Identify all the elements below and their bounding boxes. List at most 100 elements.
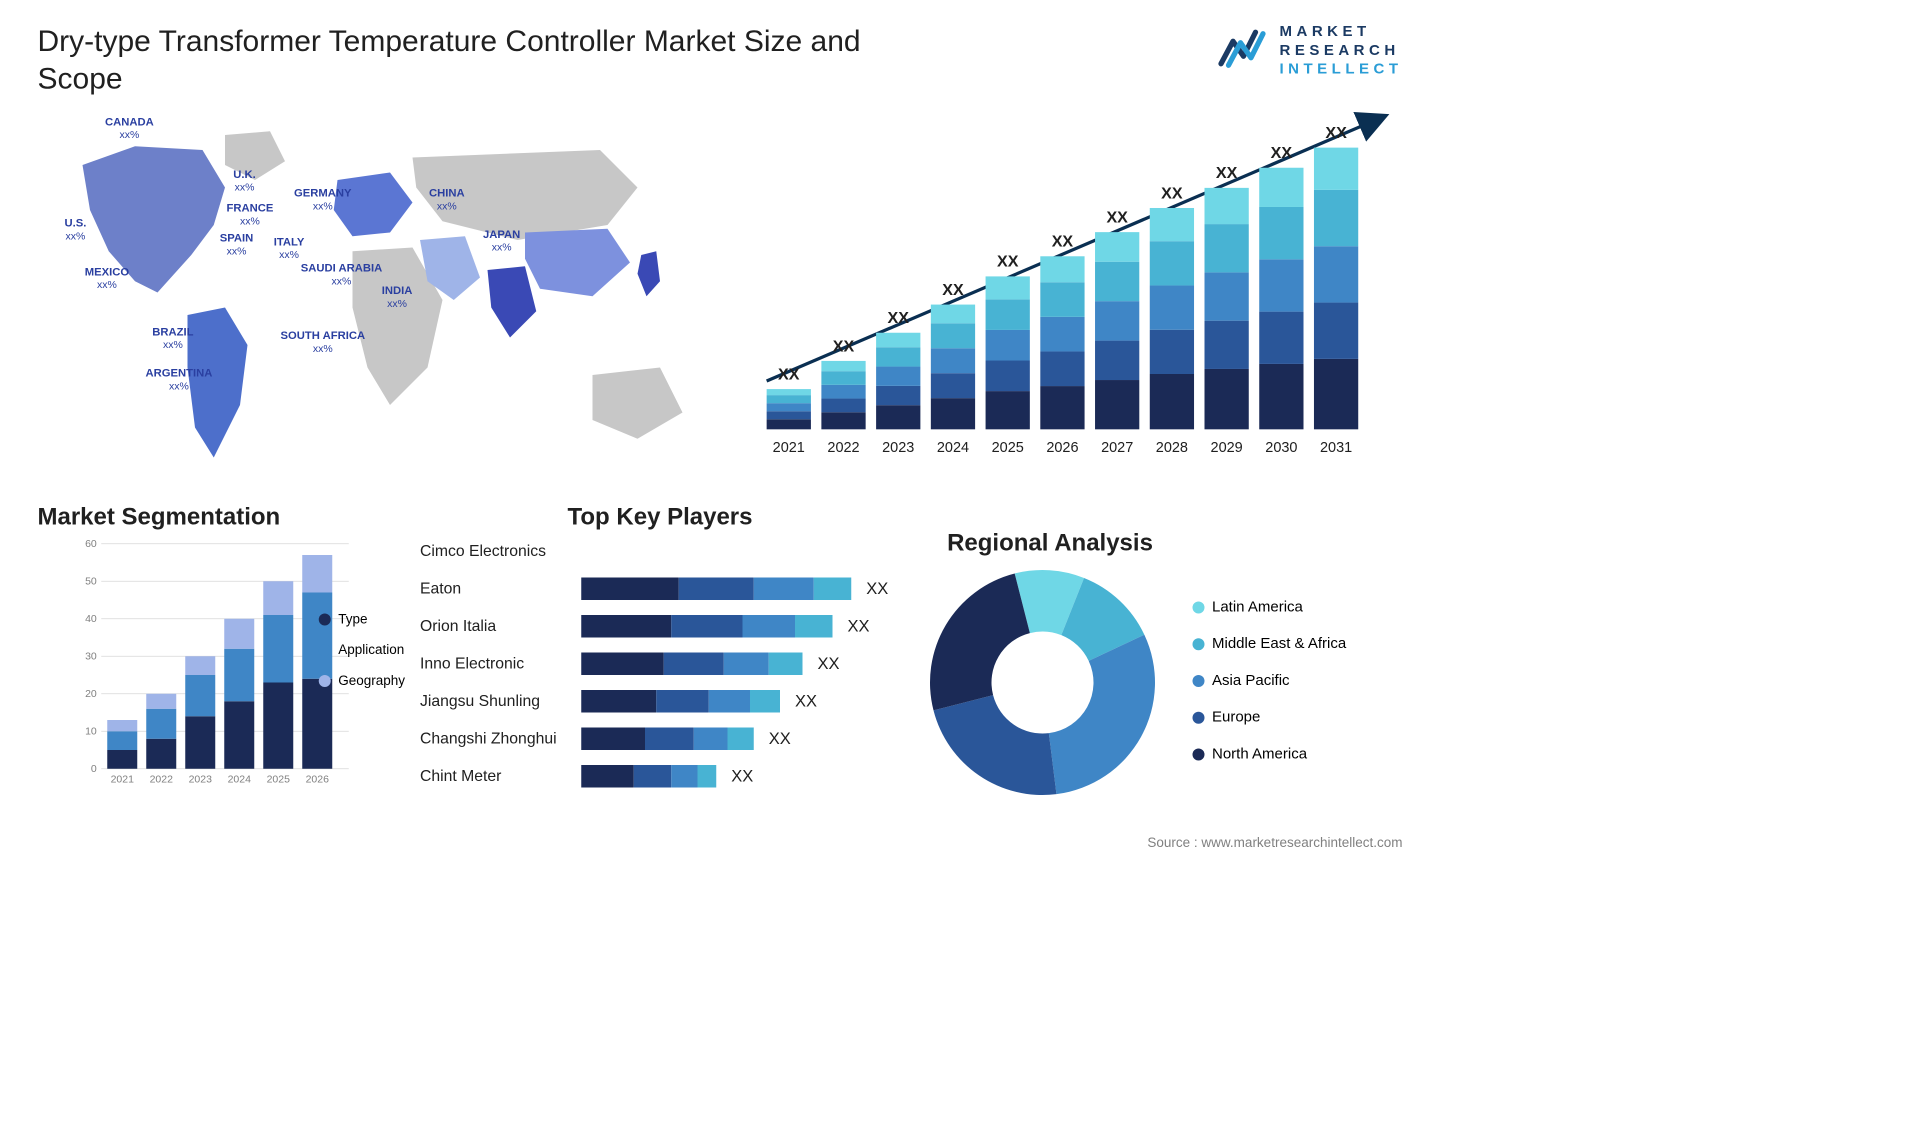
player-row: Inno Electronic XX [420, 649, 900, 679]
map-label: CANADAxx% [105, 116, 154, 140]
player-name: Eaton [420, 580, 574, 598]
source-caption: Source : www.marketresearchintellect.com [1147, 835, 1402, 851]
svg-text:XX: XX [997, 253, 1019, 271]
svg-text:30: 30 [85, 650, 97, 662]
map-label: SAUDI ARABIAxx% [301, 263, 382, 287]
svg-text:20: 20 [85, 688, 97, 700]
svg-text:2031: 2031 [1320, 440, 1352, 456]
map-label: U.K.xx% [233, 169, 256, 193]
svg-text:2023: 2023 [189, 773, 213, 785]
logo-text-3: INTELLECT [1280, 60, 1403, 79]
svg-text:2028: 2028 [1156, 440, 1188, 456]
segmentation-title: Market Segmentation [38, 503, 398, 531]
player-row: Eaton XX [420, 574, 900, 604]
player-bar [581, 578, 851, 601]
legend-item: Europe [1193, 709, 1347, 726]
svg-text:2025: 2025 [992, 440, 1024, 456]
legend-item: Asia Pacific [1193, 672, 1347, 689]
svg-text:60: 60 [85, 538, 97, 550]
page-title: Dry-type Transformer Temperature Control… [38, 23, 863, 98]
svg-text:2025: 2025 [267, 773, 291, 785]
segmentation-panel: Market Segmentation 0 10 20 30 40 50 60 2021 202… [38, 503, 398, 833]
key-players-title: Top Key Players [420, 503, 900, 531]
svg-text:XX: XX [1161, 184, 1183, 202]
map-label: MEXICOxx% [85, 266, 129, 290]
player-name: Chint Meter [420, 767, 574, 785]
svg-text:2026: 2026 [306, 773, 330, 785]
svg-text:40: 40 [85, 613, 97, 625]
svg-text:XX: XX [1216, 164, 1238, 182]
player-name: Jiangsu Shunling [420, 692, 574, 710]
svg-text:XX: XX [942, 281, 964, 299]
player-value: XX [724, 767, 754, 787]
svg-text:2030: 2030 [1265, 440, 1297, 456]
map-label: GERMANYxx% [294, 188, 352, 212]
logo-icon [1218, 26, 1271, 75]
player-value: XX [840, 617, 870, 637]
regional-panel: Regional Analysis Latin America Middle Ea… [923, 503, 1403, 833]
player-row: Jiangsu Shunling XX [420, 686, 900, 716]
world-map: CANADAxx% U.S.xx% MEXICOxx% BRAZILxx% ARGENT… [38, 105, 713, 480]
player-row: Chint Meter XX [420, 761, 900, 791]
svg-text:XX: XX [833, 337, 855, 355]
svg-text:0: 0 [91, 763, 97, 775]
logo-text-1: MARKET [1280, 23, 1403, 42]
player-name: Orion Italia [420, 617, 574, 635]
player-bar [581, 765, 716, 788]
svg-text:2024: 2024 [937, 440, 969, 456]
player-name: Cimco Electronics [420, 542, 574, 560]
key-players-panel: Top Key Players Cimco Electronics Eaton XX… [420, 503, 900, 833]
svg-text:2022: 2022 [150, 773, 174, 785]
legend-item: Geography [319, 673, 405, 689]
logo-text-2: RESEARCH [1280, 41, 1403, 60]
legend-item: Application [319, 642, 405, 658]
legend-item: Type [319, 611, 405, 627]
svg-text:XX: XX [888, 309, 910, 327]
svg-text:XX: XX [1325, 124, 1347, 142]
legend-item: North America [1193, 746, 1347, 763]
player-row: Changshi Zhonghui XX [420, 724, 900, 754]
player-value: XX [859, 579, 889, 599]
svg-text:2024: 2024 [228, 773, 252, 785]
svg-text:2023: 2023 [882, 440, 914, 456]
legend-item: Middle East & Africa [1193, 635, 1347, 652]
svg-text:50: 50 [85, 575, 97, 587]
brand-logo: MARKET RESEARCH INTELLECT [1218, 23, 1403, 79]
segmentation-legend: Type Application Geography [319, 611, 405, 688]
player-value: XX [761, 729, 791, 749]
player-bar [581, 728, 754, 751]
map-label: ITALYxx% [274, 236, 305, 260]
map-label: JAPANxx% [483, 229, 520, 253]
svg-text:2027: 2027 [1101, 440, 1133, 456]
player-bar [581, 653, 802, 676]
player-value: XX [810, 654, 840, 674]
map-label: FRANCExx% [227, 203, 274, 227]
svg-text:2026: 2026 [1046, 440, 1078, 456]
svg-text:XX: XX [778, 365, 800, 383]
player-name: Changshi Zhonghui [420, 730, 574, 748]
player-value: XX [788, 692, 818, 712]
player-row: Orion Italia XX [420, 611, 900, 641]
legend-item: Latin America [1193, 599, 1347, 616]
svg-text:2021: 2021 [111, 773, 135, 785]
svg-text:10: 10 [85, 725, 97, 737]
svg-text:XX: XX [1106, 208, 1128, 226]
map-label: INDIAxx% [382, 285, 413, 309]
map-label: CHINAxx% [429, 188, 465, 212]
player-name: Inno Electronic [420, 655, 574, 673]
svg-text:XX: XX [1052, 233, 1074, 251]
map-label: BRAZILxx% [152, 326, 193, 350]
regional-legend: Latin America Middle East & Africa Asia Pa… [1193, 599, 1347, 763]
player-row: Cimco Electronics [420, 536, 900, 566]
svg-text:2022: 2022 [827, 440, 859, 456]
svg-text:2029: 2029 [1211, 440, 1243, 456]
map-label: U.S.xx% [65, 218, 87, 242]
map-label: SPAINxx% [220, 233, 254, 257]
svg-text:2021: 2021 [773, 440, 805, 456]
player-bar [581, 690, 780, 713]
growth-chart: XX 2021 XX 2022 XX 2023 XX 2024 XX 2025 XX 2026 XX 20… [743, 105, 1403, 480]
regional-title: Regional Analysis [923, 529, 1178, 557]
map-label: SOUTH AFRICAxx% [281, 330, 366, 354]
map-label: ARGENTINAxx% [146, 368, 213, 392]
player-bar [581, 615, 832, 638]
